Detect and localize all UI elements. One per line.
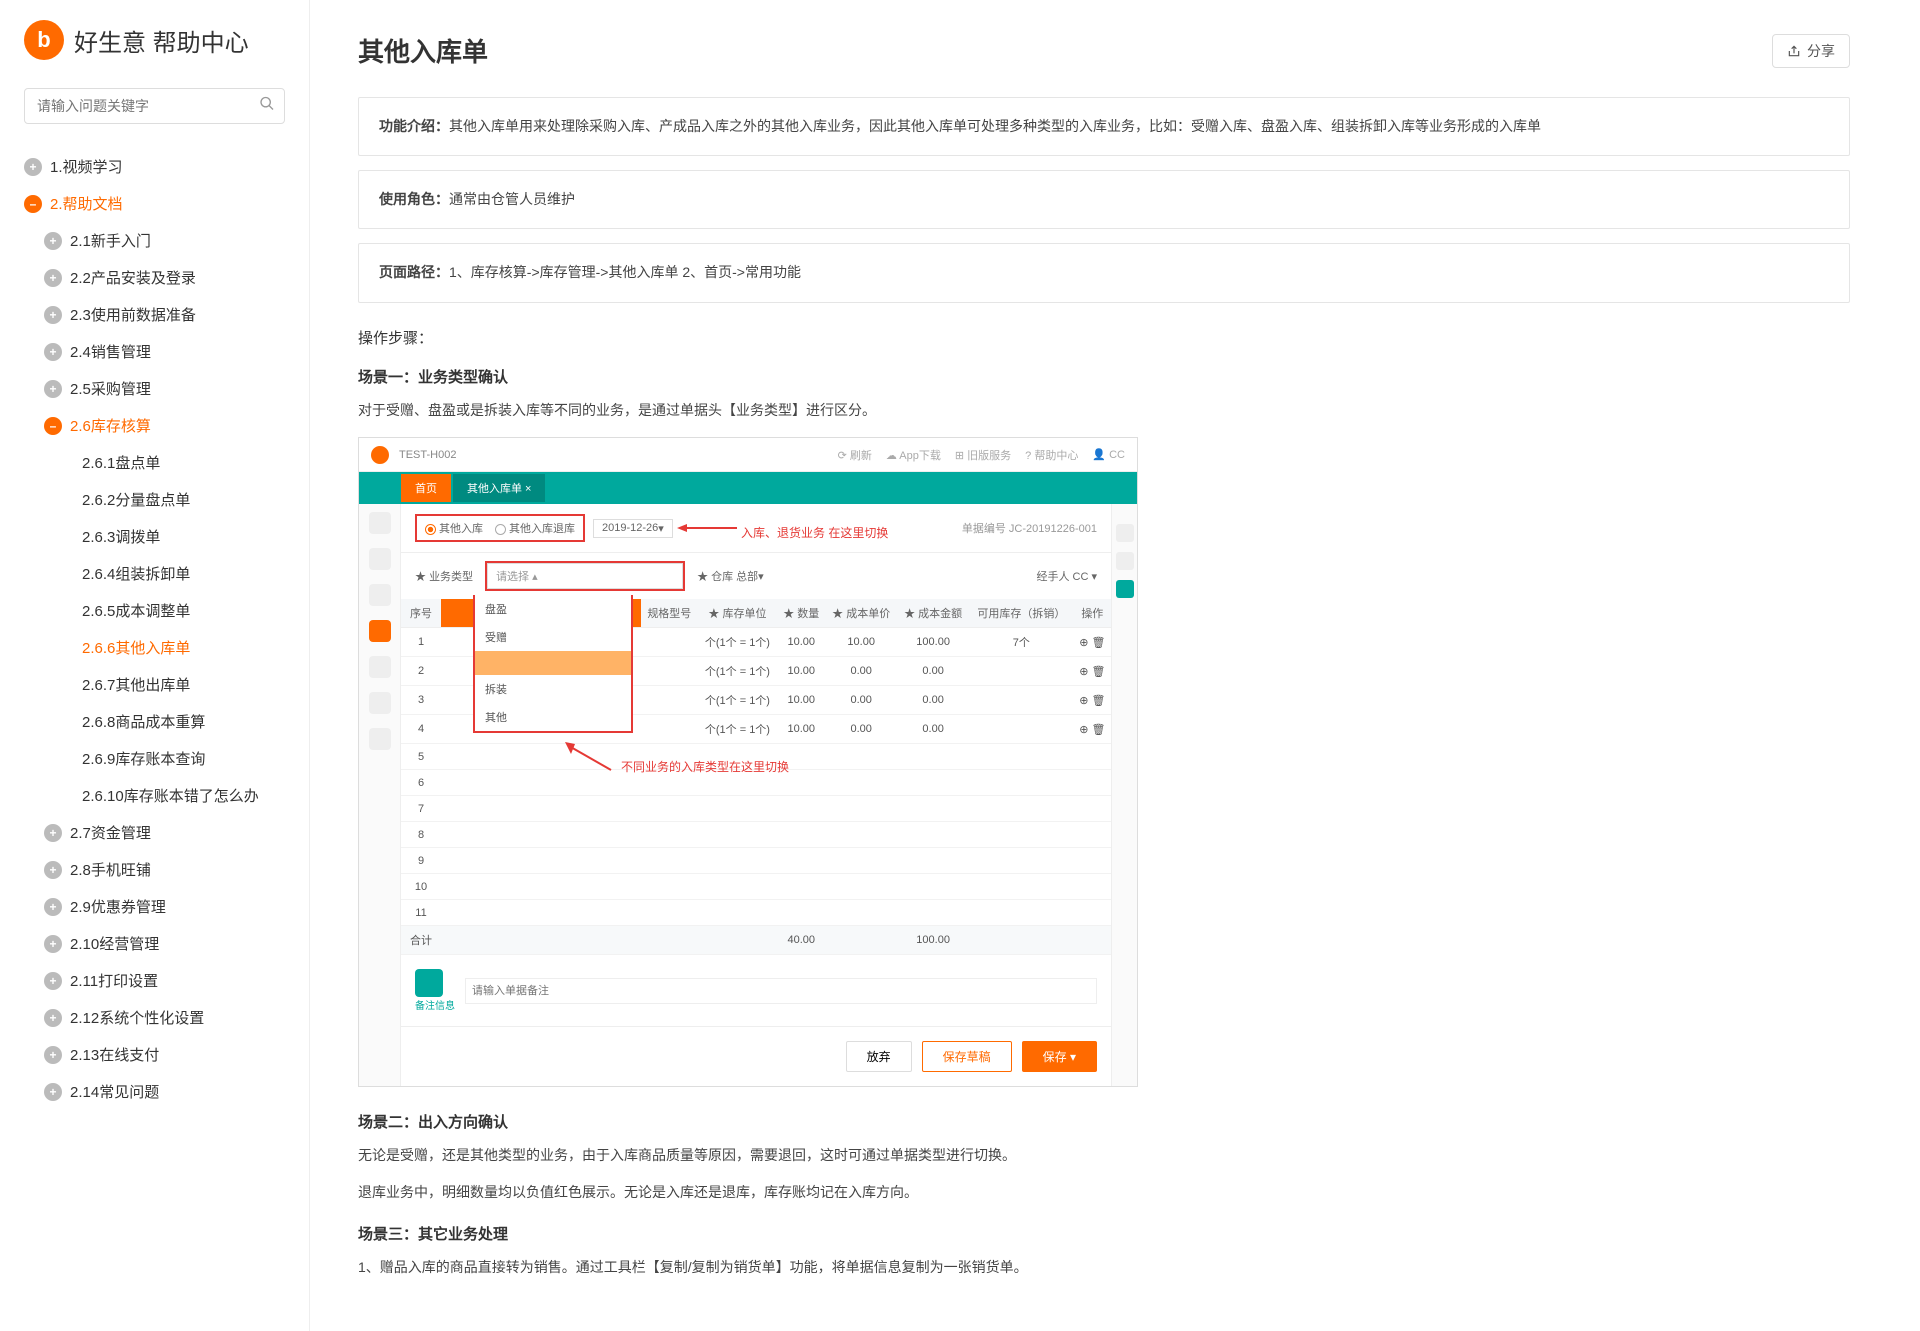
share-button[interactable]: 分享 [1772, 34, 1850, 68]
plus-icon: + [44, 972, 62, 990]
main-content: 其他入库单 分享 功能介绍：其他入库单用来处理除采购入库、产成品入库之外的其他入… [310, 0, 1910, 1331]
nav-2-9[interactable]: +2.9优惠券管理 [24, 888, 285, 925]
nav-2-11[interactable]: +2.11打印设置 [24, 962, 285, 999]
nav-2-6[interactable]: –2.6库存核算 [24, 407, 285, 444]
nav-2-6-4[interactable]: 2.6.4组装拆卸单 [24, 555, 285, 592]
plus-icon: + [44, 1083, 62, 1101]
embedded-screenshot: TEST-H002 ⟳ 刷新☁ App下载⊞ 旧版服务? 帮助中心👤 CC 首页… [358, 437, 1138, 1087]
minus-icon: – [44, 417, 62, 435]
logo-icon: b [24, 20, 64, 60]
memo-icon [415, 969, 443, 997]
nav-2-14[interactable]: +2.14常见问题 [24, 1073, 285, 1110]
search-icon[interactable] [259, 96, 275, 117]
embed-tab-home: 首页 [401, 474, 451, 502]
plus-icon: + [44, 1046, 62, 1064]
path-card: 页面路径：1、库存核算->库存管理->其他入库单 2、首页->常用功能 [358, 243, 1850, 302]
share-icon [1787, 44, 1801, 58]
embed-tab-form: 其他入库单 × [453, 474, 545, 502]
intro-card: 功能介绍：其他入库单用来处理除采购入库、产成品入库之外的其他入库业务，因此其他入… [358, 97, 1850, 156]
plus-icon: + [44, 898, 62, 916]
nav-2-6-1[interactable]: 2.6.1盘点单 [24, 444, 285, 481]
memo-input [465, 978, 1097, 1004]
nav-2-7[interactable]: +2.7资金管理 [24, 814, 285, 851]
scene2-title: 场景二：出入方向确认 [358, 1111, 1850, 1132]
plus-icon: + [44, 861, 62, 879]
brand-title: 好生意 帮助中心 [74, 23, 249, 58]
plus-icon: + [44, 824, 62, 842]
embed-draft: 保存草稿 [922, 1041, 1012, 1072]
nav-2-6-9[interactable]: 2.6.9库存账本查询 [24, 740, 285, 777]
sidebar: b 好生意 帮助中心 +1.视频学习 –2.帮助文档 +2.1新手入门 +2.2… [0, 0, 310, 1331]
nav-video[interactable]: +1.视频学习 [24, 148, 285, 185]
nav-2-5[interactable]: +2.5采购管理 [24, 370, 285, 407]
embed-save: 保存 ▾ [1022, 1041, 1097, 1072]
nav-2-6-5[interactable]: 2.6.5成本调整单 [24, 592, 285, 629]
embed-cancel: 放弃 [846, 1041, 912, 1072]
nav-2-4[interactable]: +2.4销售管理 [24, 333, 285, 370]
nav-2-13[interactable]: +2.13在线支付 [24, 1036, 285, 1073]
scene1-desc: 对于受赠、盘盈或是拆装入库等不同的业务，是通过单据头【业务类型】进行区分。 [358, 397, 1850, 424]
nav-2-12[interactable]: +2.12系统个性化设置 [24, 999, 285, 1036]
brand: b 好生意 帮助中心 [24, 20, 285, 60]
plus-icon: + [44, 306, 62, 324]
nav-2-6-8[interactable]: 2.6.8商品成本重算 [24, 703, 285, 740]
plus-icon: + [44, 232, 62, 250]
arrow-icon [561, 742, 621, 772]
nav-2-6-7[interactable]: 2.6.7其他出库单 [24, 666, 285, 703]
search-input[interactable] [24, 88, 285, 124]
plus-icon: + [44, 343, 62, 361]
plus-icon: + [24, 158, 42, 176]
steps-label: 操作步骤： [358, 327, 1850, 348]
scene3-desc: 1、赠品入库的商品直接转为销售。通过工具栏【复制/复制为销货单】功能，将单据信息… [358, 1254, 1850, 1281]
scene1-title: 场景一：业务类型确认 [358, 366, 1850, 387]
nav-2-6-3[interactable]: 2.6.3调拨单 [24, 518, 285, 555]
minus-icon: – [24, 195, 42, 213]
embed-logo-icon [371, 446, 389, 464]
nav-2-2[interactable]: +2.2产品安装及登录 [24, 259, 285, 296]
role-card: 使用角色：通常由仓管人员维护 [358, 170, 1850, 229]
scene3-title: 场景三：其它业务处理 [358, 1223, 1850, 1244]
nav-2-6-6[interactable]: 2.6.6其他入库单 [24, 629, 285, 666]
nav-2-6-2[interactable]: 2.6.2分量盘点单 [24, 481, 285, 518]
page-title: 其他入库单 [358, 32, 488, 69]
nav-2-8[interactable]: +2.8手机旺铺 [24, 851, 285, 888]
nav-list: +1.视频学习 –2.帮助文档 +2.1新手入门 +2.2产品安装及登录 +2.… [24, 148, 285, 1110]
plus-icon: + [44, 1009, 62, 1027]
nav-docs[interactable]: –2.帮助文档 [24, 185, 285, 222]
nav-2-1[interactable]: +2.1新手入门 [24, 222, 285, 259]
nav-2-3[interactable]: +2.3使用前数据准备 [24, 296, 285, 333]
arrow-icon [677, 521, 737, 535]
plus-icon: + [44, 380, 62, 398]
nav-2-6-10[interactable]: 2.6.10库存账本错了怎么办 [24, 777, 285, 814]
plus-icon: + [44, 935, 62, 953]
scene2-desc1: 无论是受赠，还是其他类型的业务，由于入库商品质量等原因，需要退回，这时可通过单据… [358, 1142, 1850, 1169]
search-box [24, 88, 285, 124]
nav-2-10[interactable]: +2.10经营管理 [24, 925, 285, 962]
plus-icon: + [44, 269, 62, 287]
scene2-desc2: 退库业务中，明细数量均以负值红色展示。无论是入库还是退库，库存账均记在入库方向。 [358, 1179, 1850, 1206]
